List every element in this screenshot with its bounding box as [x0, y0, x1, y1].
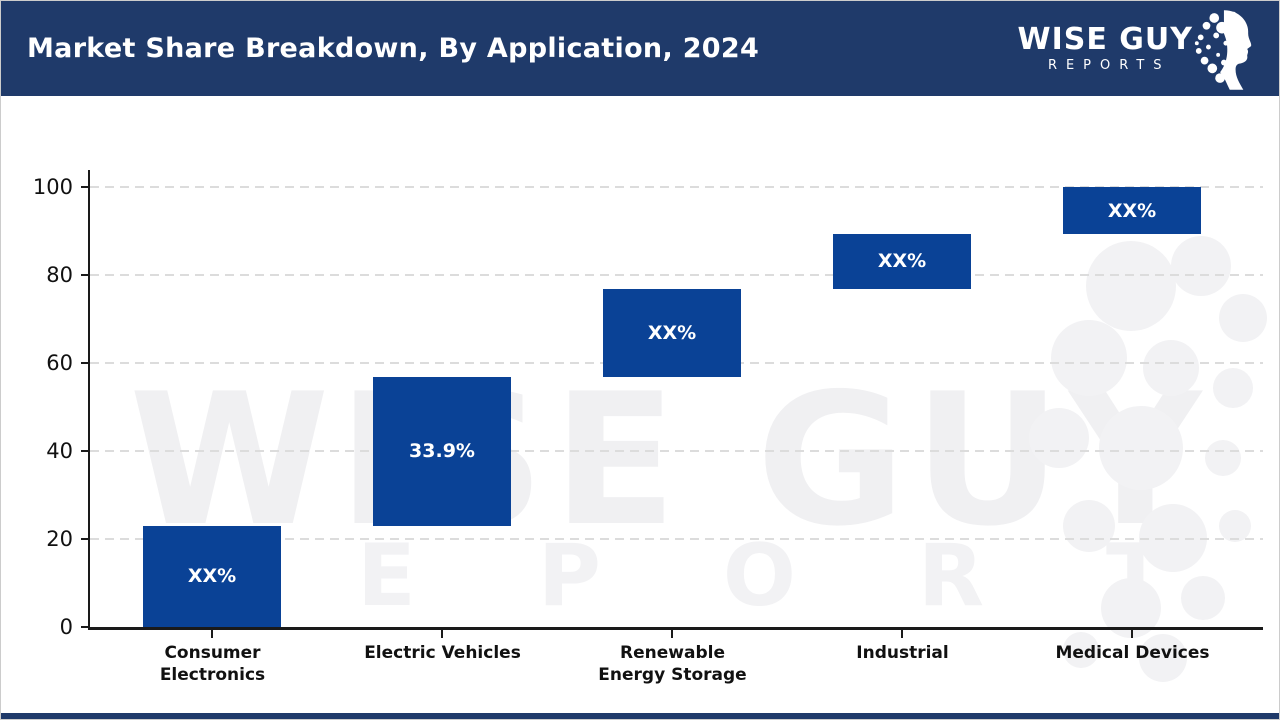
x-tick-electric-vehicles	[441, 630, 443, 638]
x-tick-medical-devices	[1131, 630, 1133, 638]
brand-wordmark: WISE GUY REPORTS	[1017, 22, 1193, 73]
y-tick-0	[81, 626, 90, 628]
y-tick-40	[81, 450, 90, 452]
watermark-text: WISE GUY	[129, 354, 1210, 566]
gridline-20	[90, 538, 1263, 540]
gridline-80	[90, 274, 1263, 276]
category-label-renewable-energy-storage: Renewable Energy Storage	[598, 643, 747, 686]
category-label-medical-devices: Medical Devices	[1055, 643, 1210, 663]
gridline-100	[90, 186, 1263, 188]
bar-medical-devices: XX%	[1063, 187, 1201, 235]
y-tick-label-40: 40	[46, 439, 73, 463]
y-tick-label-60: 60	[46, 351, 73, 375]
category-label-industrial: Industrial	[856, 643, 949, 663]
x-axis-line	[88, 627, 1263, 630]
x-tick-industrial	[901, 630, 903, 638]
y-tick-80	[81, 274, 90, 276]
y-tick-20	[81, 538, 90, 540]
bar-value-label-medical-devices: XX%	[1107, 199, 1157, 222]
header: Market Share Breakdown, By Application, …	[1, 1, 1279, 96]
bar-value-label-industrial: XX%	[877, 250, 927, 273]
bar-renewable-energy-storage: XX%	[603, 288, 741, 377]
y-tick-100	[81, 186, 90, 188]
brand-logo: WISE GUY REPORTS	[1017, 8, 1253, 90]
bar-value-label-electric-vehicles: 33.9%	[409, 440, 475, 463]
brand-subtitle: REPORTS	[1047, 58, 1171, 73]
y-tick-label-80: 80	[46, 263, 73, 287]
y-axis-line	[88, 170, 90, 630]
y-tick-label-100: 100	[32, 175, 73, 199]
brand-name: WISE GUY	[1017, 22, 1193, 57]
wiseguy-head-icon	[1194, 9, 1252, 90]
bar-industrial: XX%	[833, 234, 971, 289]
x-tick-consumer-electronics	[211, 630, 213, 638]
gridline-40	[90, 450, 1263, 452]
y-tick-label-0: 0	[59, 615, 73, 639]
bar-electric-vehicles: 33.9%	[373, 376, 511, 526]
watermark-head-icon	[1029, 236, 1267, 682]
footer-bar	[1, 713, 1279, 719]
y-tick-60	[81, 362, 90, 364]
chart-title: Market Share Breakdown, By Application, …	[27, 33, 760, 64]
bar-value-label-renewable-energy-storage: XX%	[647, 321, 697, 344]
category-label-consumer-electronics: Consumer Electronics	[159, 643, 266, 686]
bar-value-label-consumer-electronics: XX%	[187, 565, 237, 588]
category-label-electric-vehicles: Electric Vehicles	[364, 643, 521, 663]
x-tick-renewable-energy-storage	[671, 630, 673, 638]
y-tick-label-20: 20	[46, 527, 73, 551]
bar-consumer-electronics: XX%	[143, 525, 281, 627]
